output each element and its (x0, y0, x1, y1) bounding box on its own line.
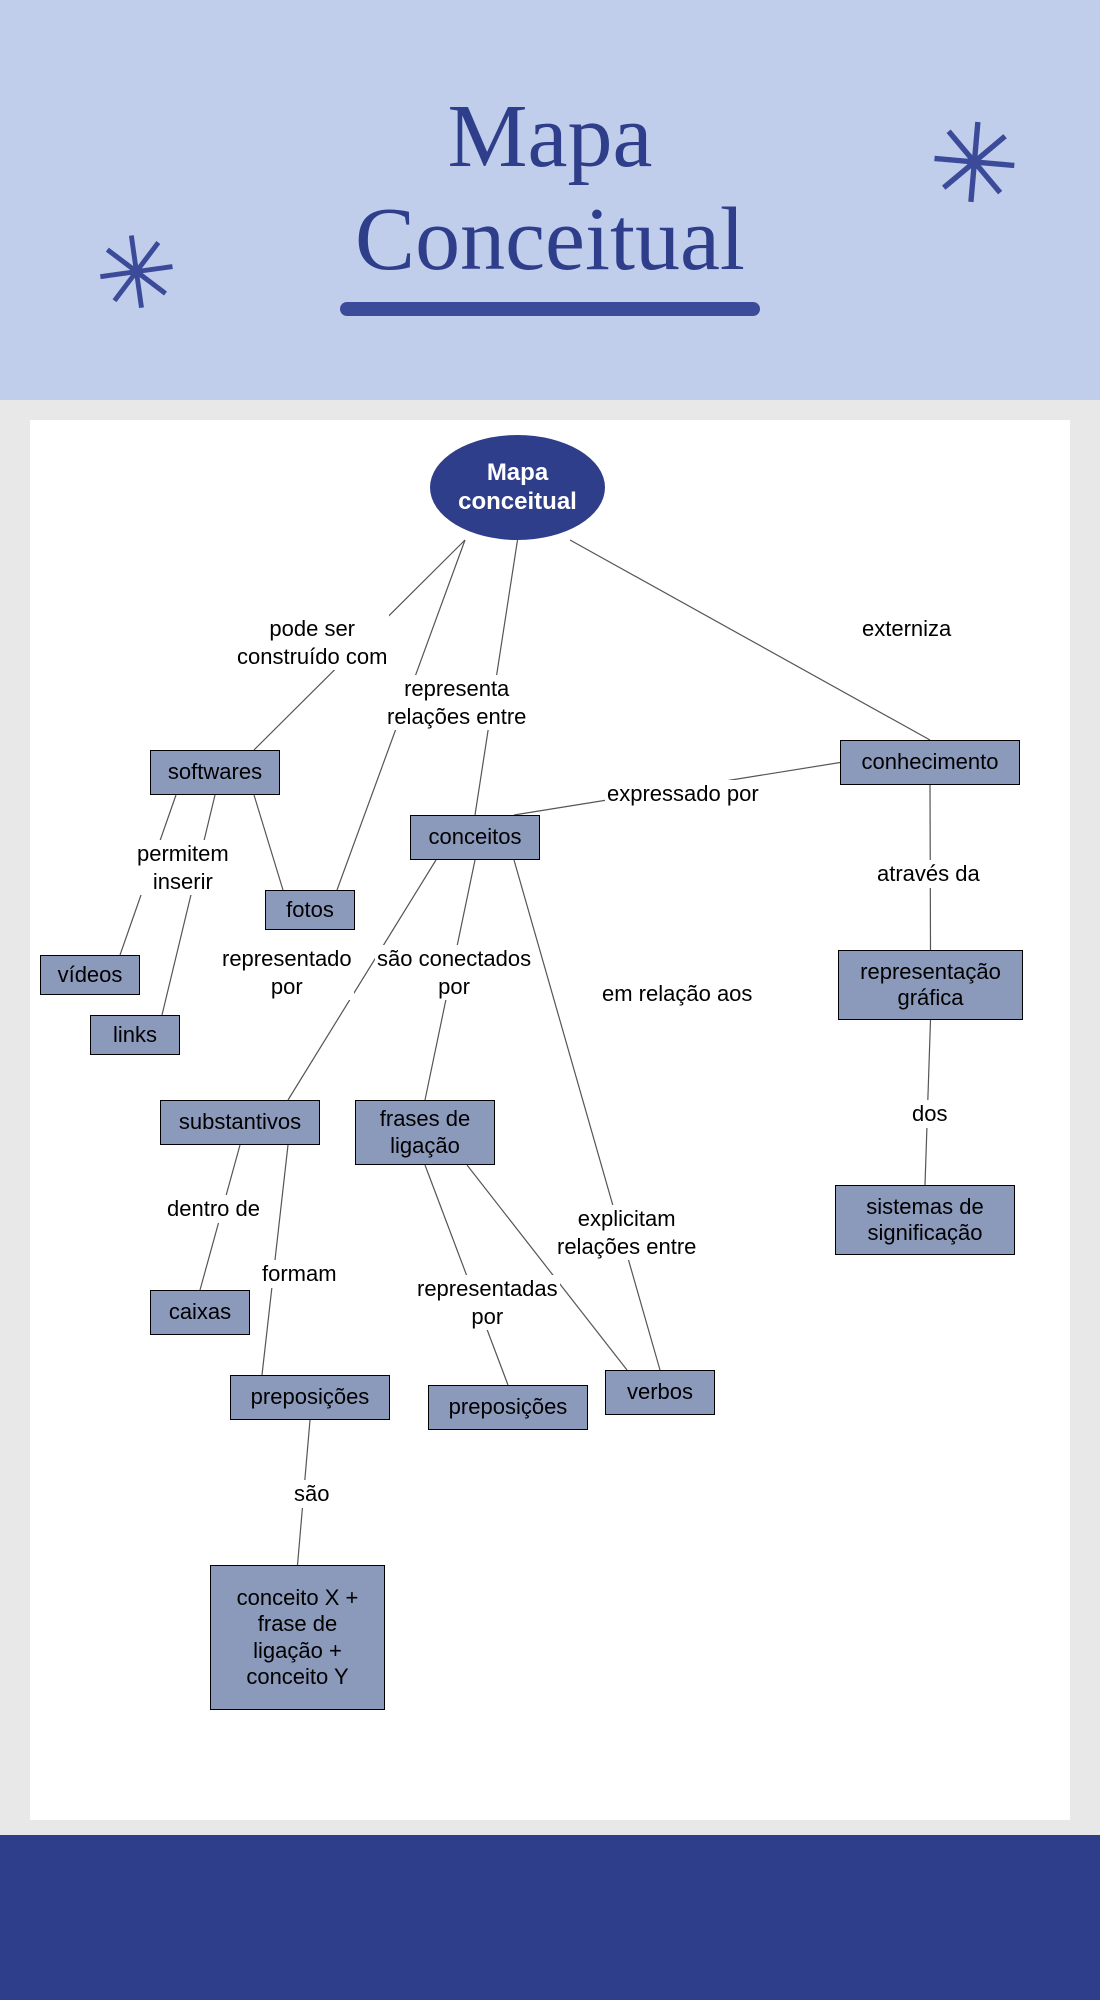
node-prep1: preposições (230, 1375, 390, 1420)
node-prep2: preposições (428, 1385, 588, 1430)
edge-label: permitem inserir (135, 840, 231, 895)
node-softwares: softwares (150, 750, 280, 795)
header: ✳ ✳ Mapa Conceitual (0, 0, 1100, 400)
edge-label: pode ser construído com (235, 615, 389, 670)
asterisk-icon: ✳ (88, 220, 185, 331)
asterisk-icon: ✳ (923, 106, 1024, 224)
footer-bar (0, 1835, 1100, 2000)
edge-label: externiza (860, 615, 953, 643)
node-caixas: caixas (150, 1290, 250, 1335)
node-links: links (90, 1015, 180, 1055)
edge-label: formam (260, 1260, 339, 1288)
edge-label: através da (875, 860, 982, 888)
node-reprgraf: representaçãográfica (838, 950, 1023, 1020)
concept-map-diagram: Mapaconceitual softwares conceitos conhecim… (30, 420, 1070, 1820)
node-fotos: fotos (265, 890, 355, 930)
edge-label: dos (910, 1100, 949, 1128)
node-conceitos: conceitos (410, 815, 540, 860)
node-substantivos: substantivos (160, 1100, 320, 1145)
node-conceitoxy: conceito X +frase deligação +conceito Y (210, 1565, 385, 1710)
edge-label: representadas por (415, 1275, 560, 1330)
page-title: Mapa Conceitual (340, 85, 760, 292)
node-sistemas: sistemas designificação (835, 1185, 1015, 1255)
title-underline (340, 302, 760, 316)
node-root: Mapaconceitual (430, 435, 605, 540)
edge-label: explicitam relações entre (555, 1205, 698, 1260)
title-line1: Mapa (448, 87, 653, 186)
edge-label: em relação aos (600, 980, 754, 1008)
node-videos: vídeos (40, 955, 140, 995)
edge-label: representado por (220, 945, 354, 1000)
edge-label: são (292, 1480, 331, 1508)
title-block: Mapa Conceitual (340, 85, 760, 316)
node-frases: frases deligação (355, 1100, 495, 1165)
title-line2: Conceitual (355, 190, 745, 289)
edge-label: são conectados por (375, 945, 533, 1000)
edge-label: expressado por (605, 780, 761, 808)
node-verbos: verbos (605, 1370, 715, 1415)
edge-label: dentro de (165, 1195, 262, 1223)
edge-label: representa relações entre (385, 675, 528, 730)
node-conhecimento: conhecimento (840, 740, 1020, 785)
